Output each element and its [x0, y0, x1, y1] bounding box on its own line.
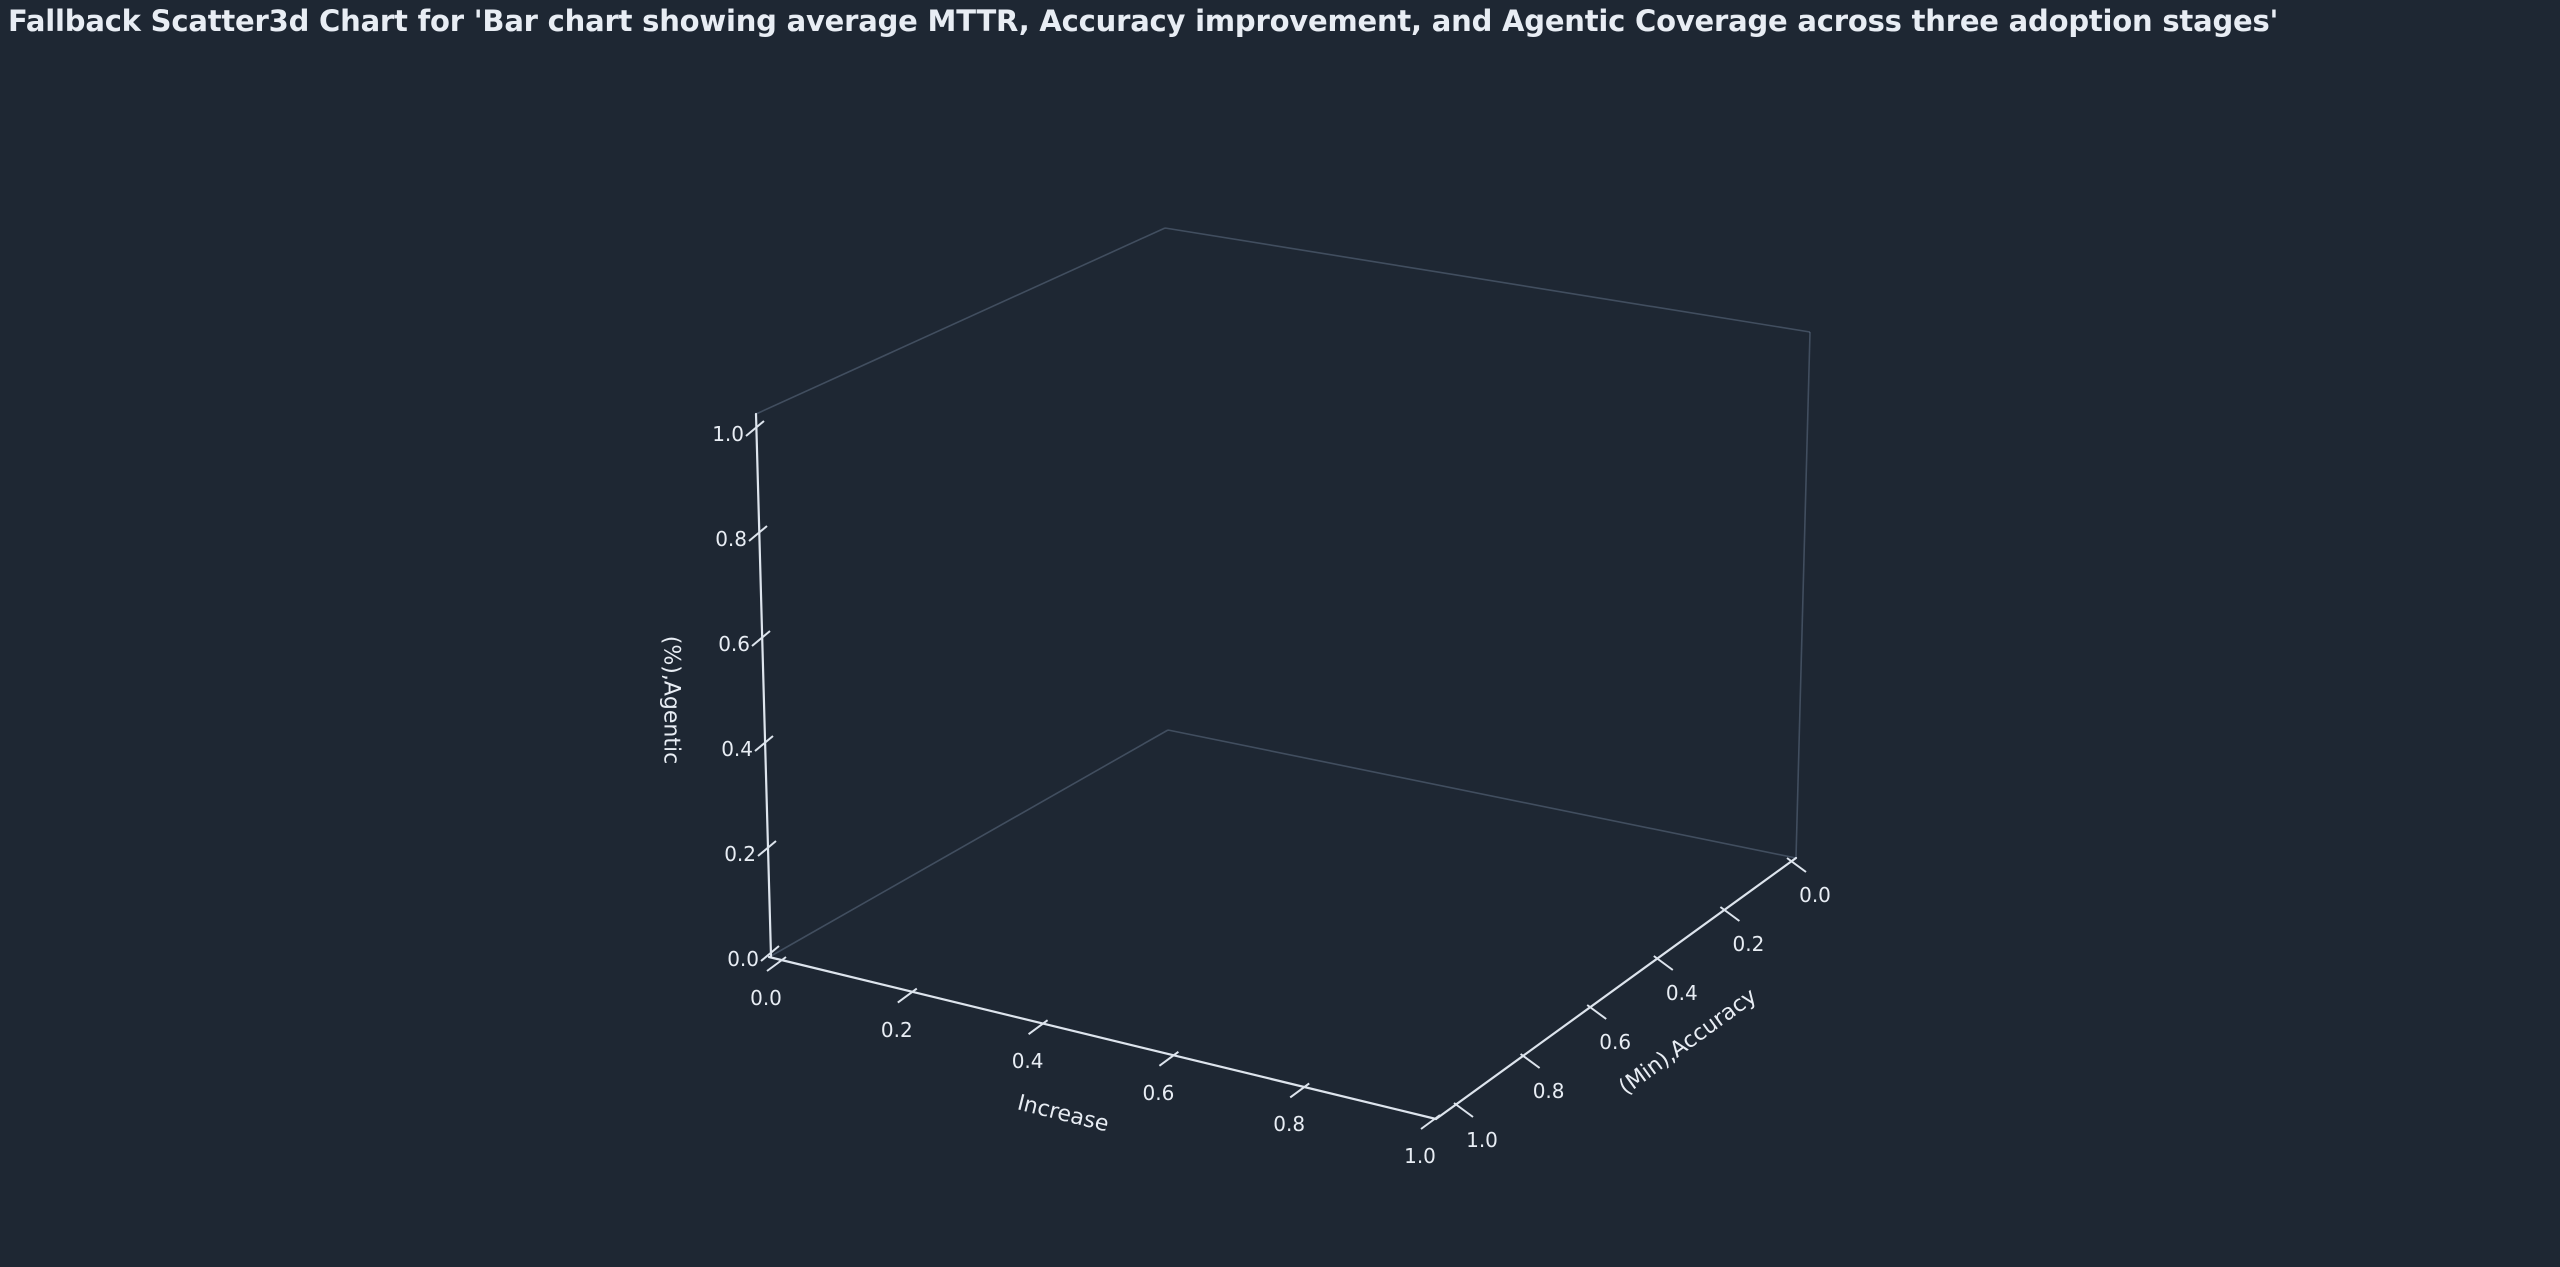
x-tick-mark — [766, 956, 787, 972]
z-tick-mark — [751, 630, 771, 647]
x-tick-label: 0.8 — [1273, 1112, 1306, 1137]
x-tick-label: 0.6 — [1142, 1080, 1175, 1105]
y-tick-mark — [1453, 1102, 1474, 1118]
z-tick-mark — [748, 525, 768, 542]
z-tick-label: 1.0 — [712, 422, 744, 446]
y-tick-label: 0.8 — [1532, 1079, 1565, 1103]
x-tick-mark — [1158, 1050, 1179, 1067]
x-tick-mark — [1028, 1019, 1049, 1036]
x-tick-label: 0.2 — [880, 1017, 913, 1042]
y-tick-mark — [1520, 1053, 1541, 1069]
z-tick-label: 0.6 — [718, 632, 750, 656]
y-tick-label: 0.4 — [1665, 981, 1698, 1005]
x-tick-label: 1.0 — [1404, 1144, 1436, 1168]
z-tick-mark — [745, 420, 765, 437]
y-axis-line — [1434, 856, 1798, 1121]
y-tick-mark — [1586, 1004, 1607, 1020]
z-tick-mark — [754, 735, 774, 752]
box-edge-ceiling-left — [755, 227, 1166, 415]
z-tick-label: 0.4 — [721, 737, 753, 761]
y-tick-label: 0.0 — [1799, 883, 1831, 907]
x-tick-mark — [1420, 1114, 1441, 1130]
z-tick-label: 0.0 — [727, 947, 759, 971]
y-tick-mark — [1653, 955, 1674, 971]
y-tick-mark — [1786, 857, 1807, 873]
x-axis-line — [767, 955, 1438, 1121]
y-tick-label: 1.0 — [1466, 1128, 1498, 1152]
z-axis-label: (%),Agentic — [658, 635, 684, 765]
z-tick-label: 0.8 — [715, 527, 747, 551]
z-tick-label: 0.2 — [724, 842, 756, 866]
box-edge-ceiling-right — [1164, 227, 1811, 333]
y-tick-label: 0.2 — [1732, 932, 1765, 956]
chart-title: Fallback Scatter3d Chart for 'Bar chart … — [8, 4, 2279, 38]
x-tick-mark — [1289, 1082, 1310, 1099]
box-edge-floor-right — [1167, 729, 1797, 859]
x-tick-label: 0.0 — [750, 986, 782, 1010]
box-edge-floor-left — [770, 729, 1169, 957]
x-tick-mark — [897, 987, 918, 1004]
x-tick-label: 0.4 — [1011, 1049, 1044, 1074]
y-tick-label: 0.6 — [1599, 1030, 1632, 1054]
y-tick-mark — [1719, 906, 1740, 922]
z-tick-mark — [757, 840, 777, 857]
z-tick-mark — [760, 945, 780, 962]
z-axis-line — [754, 412, 773, 958]
box-edge-right-vertical — [1795, 331, 1811, 859]
